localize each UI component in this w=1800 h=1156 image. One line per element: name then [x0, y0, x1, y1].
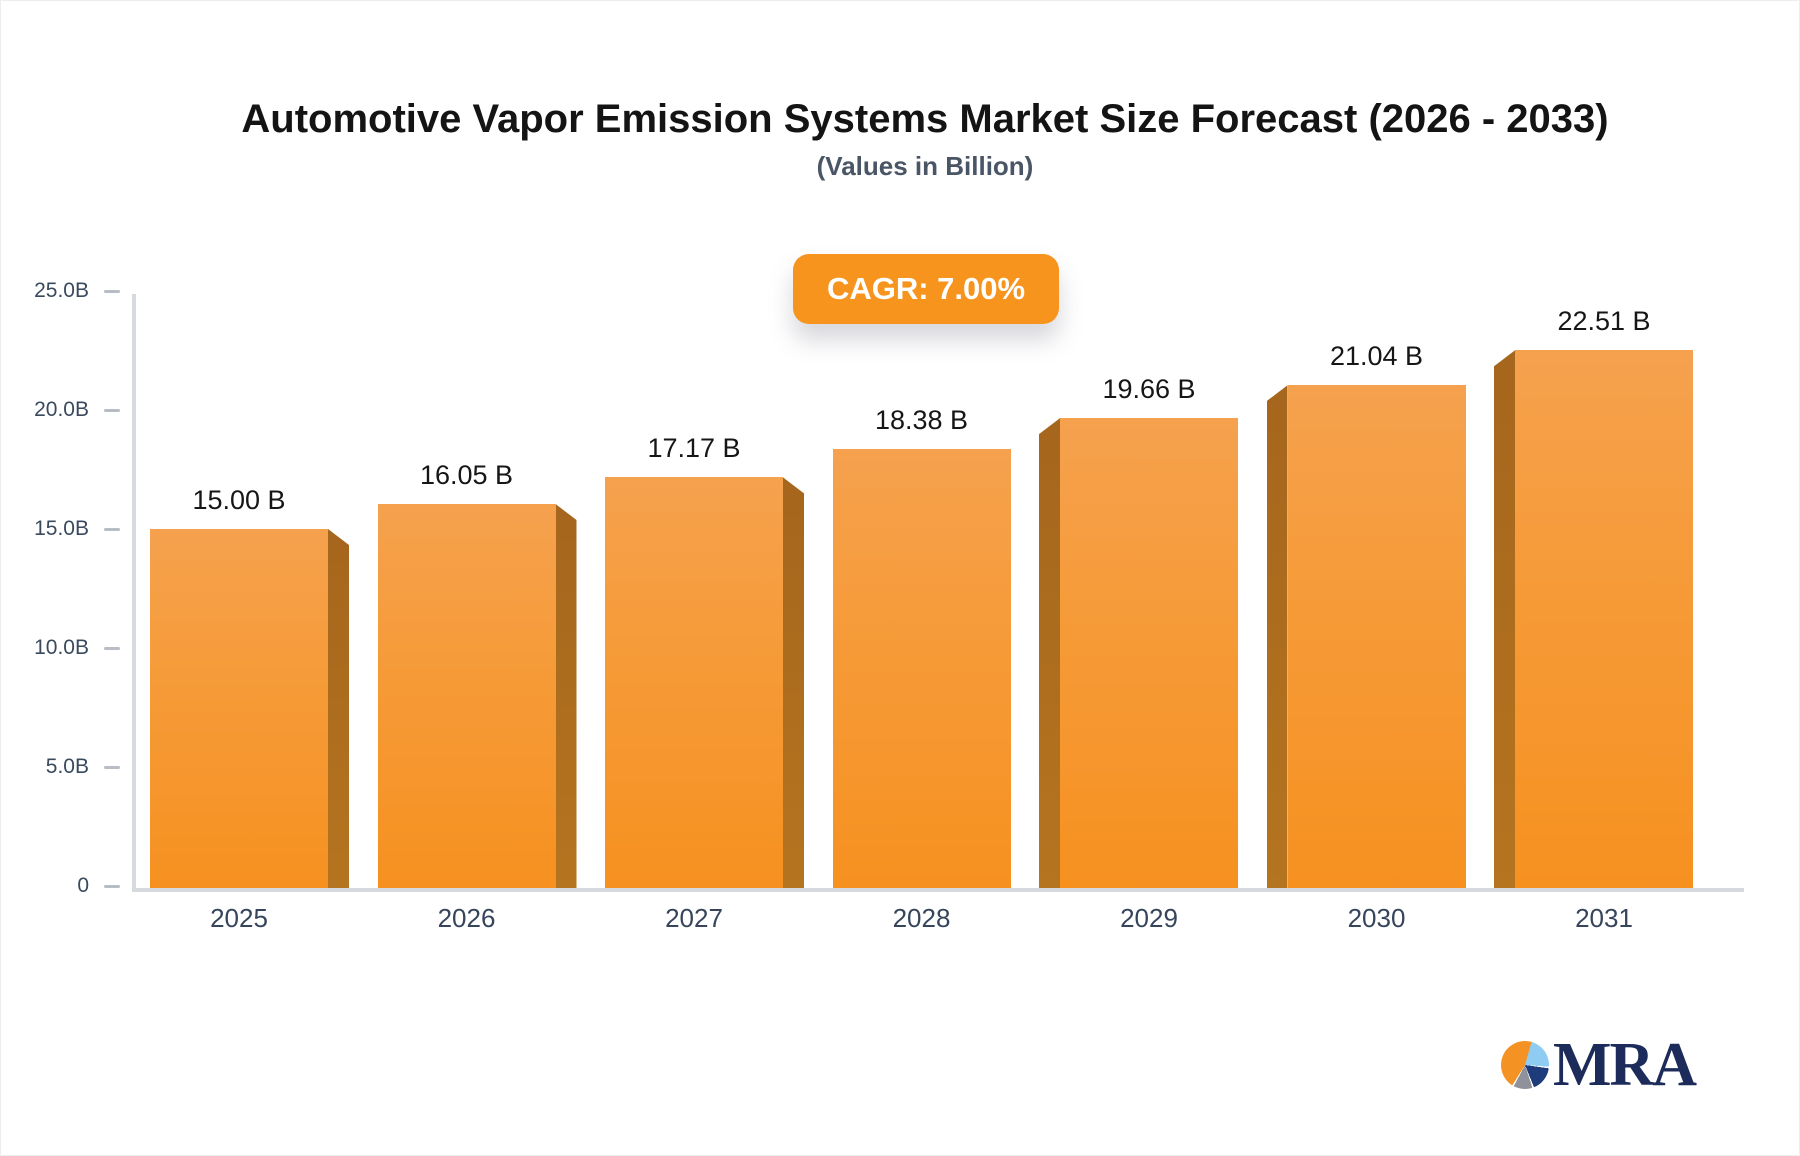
bar-value-label: 18.38 B — [874, 404, 969, 435]
bar-side-panel — [555, 504, 577, 888]
x-axis-tick-label: 2025 — [210, 903, 268, 933]
y-axis-line — [132, 294, 136, 891]
x-axis-tick-label: 2027 — [665, 903, 723, 933]
brand-logo: MRA — [1501, 1031, 1697, 1099]
bar-side-panel — [1039, 418, 1060, 888]
y-axis-tick-mark — [104, 290, 120, 293]
y-axis-tick-mark — [104, 528, 120, 531]
y-axis-tick-label: 0 — [77, 874, 89, 897]
y-axis-tick-mark — [104, 647, 120, 650]
cagr-badge: CAGR: 7.00% — [793, 254, 1059, 324]
chart-title: Automotive Vapor Emission Systems Market… — [241, 97, 1609, 141]
bar-value-label: 17.17 B — [647, 433, 741, 464]
bar-2028[interactable] — [832, 448, 1011, 888]
y-axis-tick-label: 15.0B — [34, 517, 89, 540]
pie-chart-logo-icon — [1501, 1041, 1549, 1089]
bar-side-panel — [1494, 350, 1515, 888]
x-axis-tick-label: 2030 — [1347, 903, 1406, 933]
bar-2027[interactable] — [605, 477, 783, 888]
x-axis-tick-label: 2029 — [1120, 903, 1178, 933]
bar-2030[interactable] — [1287, 385, 1466, 888]
chart-subtitle: (Values in Billion) — [816, 151, 1034, 181]
bar-value-label: 22.51 B — [1557, 306, 1651, 337]
bar-2025[interactable] — [150, 529, 328, 888]
x-axis-tick-label: 2031 — [1575, 903, 1633, 933]
bar-value-label: 19.66 B — [1102, 374, 1196, 405]
bar-2031[interactable] — [1515, 350, 1693, 888]
bar-side-panel — [1266, 385, 1288, 888]
bar-side-panel — [328, 529, 349, 888]
y-axis-tick-label: 10.0B — [34, 636, 89, 659]
y-axis-tick-label: 20.0B — [34, 398, 89, 421]
x-axis-baseline — [132, 888, 1744, 892]
bar-2026[interactable] — [377, 504, 556, 888]
bar-value-label: 16.05 B — [419, 460, 514, 490]
y-axis-tick-label: 5.0B — [45, 755, 89, 778]
bar-value-label: 21.04 B — [1329, 341, 1424, 372]
bar-2029[interactable] — [1060, 418, 1238, 888]
x-axis-tick-label: 2026 — [437, 903, 496, 933]
y-axis-tick-mark — [104, 766, 120, 769]
y-axis-tick-mark — [104, 409, 120, 412]
x-axis-tick-label: 2028 — [892, 903, 951, 933]
bar-value-label: 15.00 B — [192, 485, 286, 515]
brand-logo-text: MRA — [1553, 1031, 1697, 1099]
y-axis-tick-mark — [104, 885, 120, 888]
bar-side-panel — [783, 477, 804, 888]
y-axis-tick-label: 25.0B — [34, 279, 89, 302]
